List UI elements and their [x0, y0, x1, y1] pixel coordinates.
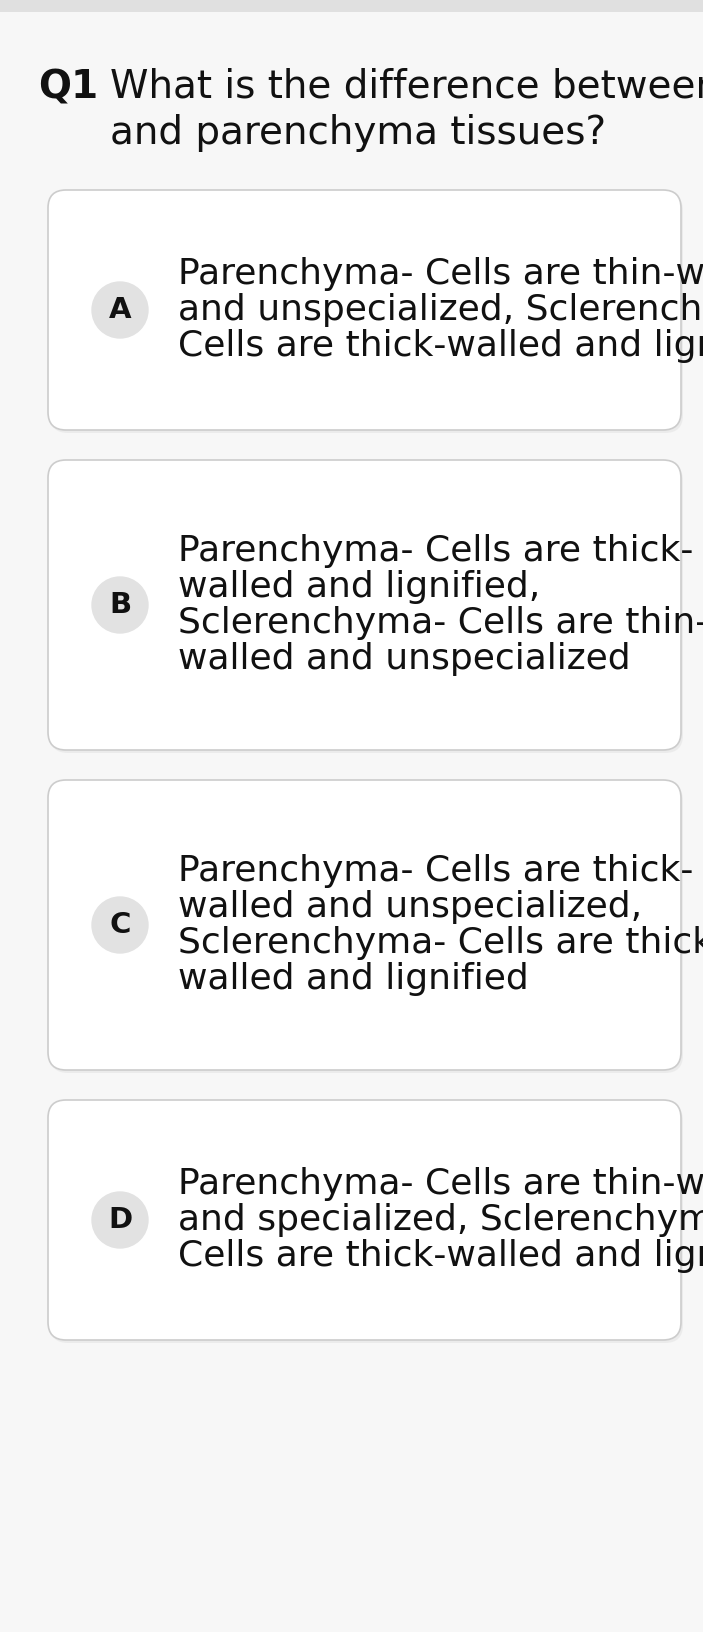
- Text: and specialized, Sclerenchyma-: and specialized, Sclerenchyma-: [178, 1203, 703, 1237]
- Text: walled and lignified: walled and lignified: [178, 961, 529, 996]
- FancyBboxPatch shape: [0, 0, 703, 11]
- FancyBboxPatch shape: [48, 189, 681, 429]
- Text: What is the difference between sclerenchyma: What is the difference between sclerench…: [110, 69, 703, 106]
- Text: Parenchyma- Cells are thin-walled: Parenchyma- Cells are thin-walled: [178, 256, 703, 290]
- Text: Q1: Q1: [38, 69, 98, 106]
- FancyBboxPatch shape: [48, 460, 681, 751]
- Text: walled and lignified,: walled and lignified,: [178, 570, 540, 604]
- Text: C: C: [109, 911, 131, 938]
- Text: Parenchyma- Cells are thick-: Parenchyma- Cells are thick-: [178, 534, 693, 568]
- FancyBboxPatch shape: [50, 1103, 683, 1343]
- Text: and unspecialized, Sclerenchyma-: and unspecialized, Sclerenchyma-: [178, 294, 703, 326]
- FancyBboxPatch shape: [48, 780, 681, 1071]
- Text: Parenchyma- Cells are thick-: Parenchyma- Cells are thick-: [178, 854, 693, 888]
- Text: walled and unspecialized,: walled and unspecialized,: [178, 889, 642, 924]
- Text: Sclerenchyma- Cells are thick-: Sclerenchyma- Cells are thick-: [178, 925, 703, 960]
- Text: Sclerenchyma- Cells are thin-: Sclerenchyma- Cells are thin-: [178, 605, 703, 640]
- Text: A: A: [109, 295, 131, 325]
- Text: Cells are thick-walled and lignified: Cells are thick-walled and lignified: [178, 1239, 703, 1273]
- FancyBboxPatch shape: [50, 783, 683, 1072]
- Text: walled and unspecialized: walled and unspecialized: [178, 641, 631, 676]
- Text: B: B: [109, 591, 131, 619]
- FancyBboxPatch shape: [50, 193, 683, 432]
- Text: Cells are thick-walled and lignified: Cells are thick-walled and lignified: [178, 330, 703, 362]
- FancyBboxPatch shape: [50, 463, 683, 752]
- Circle shape: [92, 898, 148, 953]
- Text: D: D: [108, 1206, 132, 1234]
- Text: Parenchyma- Cells are thin-walled: Parenchyma- Cells are thin-walled: [178, 1167, 703, 1201]
- Circle shape: [92, 1191, 148, 1248]
- Circle shape: [92, 282, 148, 338]
- Circle shape: [92, 578, 148, 633]
- FancyBboxPatch shape: [48, 1100, 681, 1340]
- Text: and parenchyma tissues?: and parenchyma tissues?: [110, 114, 606, 152]
